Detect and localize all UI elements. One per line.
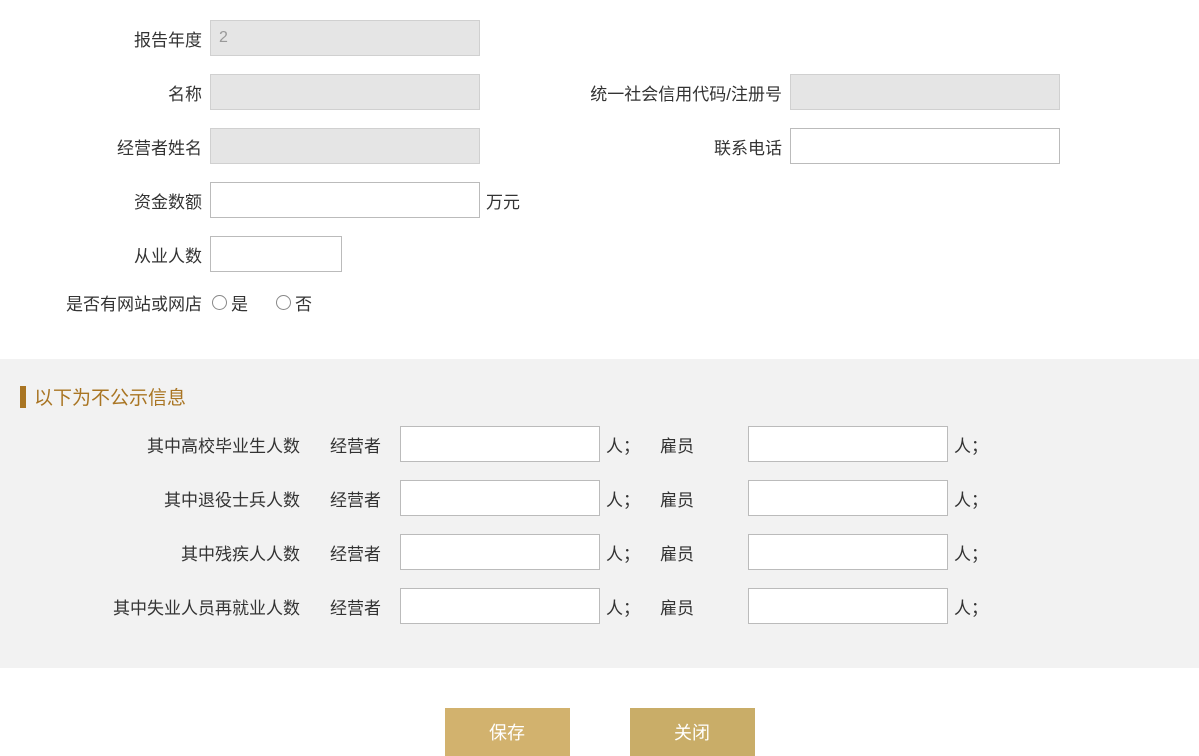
- np-unit: 人；: [606, 594, 640, 619]
- input-report-year[interactable]: [210, 20, 480, 56]
- np-unit: 人；: [606, 432, 640, 457]
- input-capital[interactable]: [210, 182, 480, 218]
- radio-circle-icon: [276, 295, 291, 310]
- np-input-operator[interactable]: [400, 534, 600, 570]
- np-unit: 人；: [954, 432, 988, 457]
- np-sub-operator: 经营者: [330, 594, 400, 619]
- radio-yes-label: 是: [231, 290, 248, 315]
- title-bar-icon: [20, 386, 26, 408]
- np-row-disabled: 其中残疾人人数 经营者 人； 雇员 人；: [20, 534, 1179, 570]
- input-employee-count[interactable]: [210, 236, 342, 272]
- input-name[interactable]: [210, 74, 480, 110]
- row-has-website: 是否有网站或网店 是 否: [10, 290, 1189, 315]
- np-input-employee[interactable]: [748, 534, 948, 570]
- label-has-website: 是否有网站或网店: [10, 290, 210, 315]
- np-sub-employee: 雇员: [660, 432, 720, 457]
- label-name: 名称: [10, 80, 210, 105]
- section-title-text: 以下为不公示信息: [34, 383, 186, 410]
- input-phone[interactable]: [790, 128, 1060, 164]
- np-row-veteran: 其中退役士兵人数 经营者 人； 雇员 人；: [20, 480, 1179, 516]
- np-row-graduate: 其中高校毕业生人数 经营者 人； 雇员 人；: [20, 426, 1179, 462]
- unit-capital: 万元: [486, 188, 520, 213]
- np-input-operator[interactable]: [400, 426, 600, 462]
- input-credit-code[interactable]: [790, 74, 1060, 110]
- np-input-operator[interactable]: [400, 480, 600, 516]
- np-label: 其中残疾人人数: [20, 540, 330, 565]
- label-operator-name: 经营者姓名: [10, 134, 210, 159]
- np-input-employee[interactable]: [748, 426, 948, 462]
- np-unit: 人；: [954, 594, 988, 619]
- row-capital: 资金数额 万元: [10, 182, 1189, 218]
- row-employee-count: 从业人数: [10, 236, 1189, 272]
- row-report-year: 报告年度: [10, 20, 1189, 56]
- np-sub-employee: 雇员: [660, 540, 720, 565]
- close-button[interactable]: 关闭: [630, 708, 755, 756]
- np-row-unemployed: 其中失业人员再就业人数 经营者 人； 雇员 人；: [20, 588, 1179, 624]
- np-unit: 人；: [954, 486, 988, 511]
- button-bar: 保存 关闭: [0, 668, 1199, 756]
- input-operator-name[interactable]: [210, 128, 480, 164]
- np-input-operator[interactable]: [400, 588, 600, 624]
- label-phone: 联系电话: [570, 134, 790, 159]
- label-capital: 资金数额: [10, 188, 210, 213]
- radio-yes[interactable]: 是: [212, 290, 248, 315]
- public-info-form: 报告年度 名称 统一社会信用代码/注册号 经营者姓名 联系电话 资金数额 万元 …: [0, 0, 1199, 343]
- radio-circle-icon: [212, 295, 227, 310]
- row-operator-phone: 经营者姓名 联系电话: [10, 128, 1189, 164]
- np-unit: 人；: [606, 540, 640, 565]
- np-sub-operator: 经营者: [330, 486, 400, 511]
- nonpublic-info-section: 以下为不公示信息 其中高校毕业生人数 经营者 人； 雇员 人； 其中退役士兵人数…: [0, 359, 1199, 668]
- radio-group-has-website: 是 否: [210, 290, 312, 315]
- save-button[interactable]: 保存: [445, 708, 570, 756]
- np-sub-operator: 经营者: [330, 432, 400, 457]
- section-title: 以下为不公示信息: [20, 383, 1179, 410]
- np-label: 其中高校毕业生人数: [20, 432, 330, 457]
- np-input-employee[interactable]: [748, 480, 948, 516]
- label-employee-count: 从业人数: [10, 242, 210, 267]
- np-sub-employee: 雇员: [660, 594, 720, 619]
- np-unit: 人；: [606, 486, 640, 511]
- np-label: 其中退役士兵人数: [20, 486, 330, 511]
- np-sub-operator: 经营者: [330, 540, 400, 565]
- radio-no-label: 否: [295, 290, 312, 315]
- np-input-employee[interactable]: [748, 588, 948, 624]
- label-report-year: 报告年度: [10, 26, 210, 51]
- np-label: 其中失业人员再就业人数: [20, 594, 330, 619]
- radio-no[interactable]: 否: [276, 290, 312, 315]
- row-name-credit: 名称 统一社会信用代码/注册号: [10, 74, 1189, 110]
- np-unit: 人；: [954, 540, 988, 565]
- label-credit-code: 统一社会信用代码/注册号: [570, 80, 790, 105]
- np-sub-employee: 雇员: [660, 486, 720, 511]
